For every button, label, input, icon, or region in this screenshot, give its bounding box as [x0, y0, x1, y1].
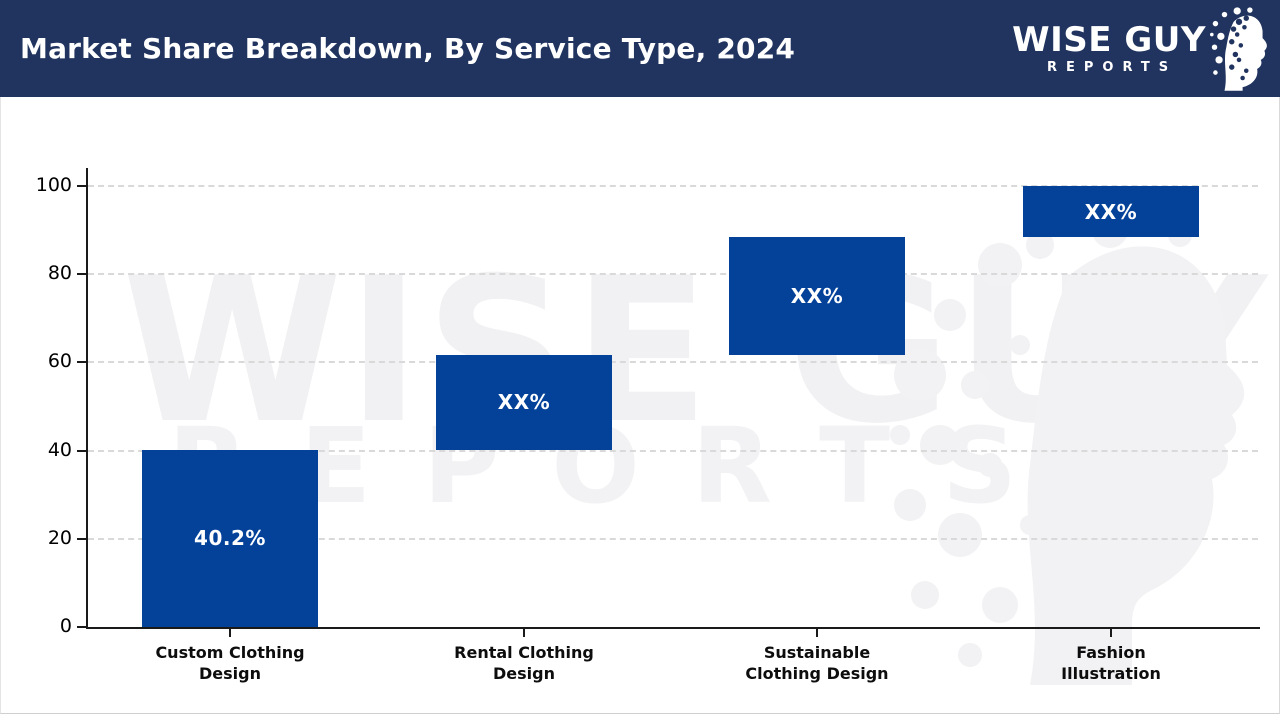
category-label: Fashion Illustration [1061, 643, 1161, 683]
y-tick-label: 0 [59, 615, 72, 637]
logo-face-icon [1210, 7, 1267, 91]
logo-brand-text: WISE GUY [1012, 20, 1206, 61]
logo-text: WISE GUY REPORTS [1012, 20, 1206, 75]
bar-value-label: XX% [1084, 199, 1138, 224]
bar-4: XX% [1023, 186, 1199, 238]
bar-value-label: XX% [497, 390, 551, 415]
logo-sub-text: REPORTS [1047, 59, 1178, 75]
gridline [88, 361, 1258, 364]
y-tick-mark [77, 273, 87, 276]
bar-value-label: 40.2% [194, 526, 266, 551]
y-tick-mark [77, 185, 87, 187]
y-tick-mark [77, 361, 87, 364]
gridline [88, 537, 1258, 540]
header: Market Share Breakdown, By Service Type,… [0, 0, 1280, 97]
wise-guy-logo: WISE GUY REPORTS [1012, 6, 1268, 92]
category-label: Rental Clothing Design [454, 643, 594, 683]
x-tick-mark [229, 629, 231, 637]
category-label: Sustainable Clothing Design [745, 643, 889, 683]
y-tick-label: 40 [47, 438, 72, 461]
y-tick-mark [77, 449, 87, 452]
bar-1: 40.2% [142, 449, 318, 627]
x-tick-mark [816, 629, 818, 637]
x-axis-line [86, 627, 1260, 629]
page-title: Market Share Breakdown, By Service Type,… [20, 32, 796, 65]
gridline [88, 185, 1258, 187]
x-tick-mark [523, 629, 525, 637]
bar-value-label: XX% [790, 284, 844, 308]
bar-3: XX% [729, 237, 905, 355]
y-axis-line [86, 168, 88, 629]
gridline [88, 449, 1258, 452]
y-tick-label: 100 [35, 174, 72, 196]
y-tick-label: 80 [47, 262, 72, 285]
y-tick-mark [77, 626, 87, 628]
y-tick-label: 20 [47, 526, 72, 549]
category-label: Custom Clothing Design [155, 643, 305, 683]
y-tick-label: 60 [47, 350, 72, 373]
y-tick-mark [77, 537, 87, 540]
gridline [88, 273, 1258, 276]
bar-2: XX% [436, 354, 612, 450]
x-tick-mark [1110, 629, 1112, 637]
